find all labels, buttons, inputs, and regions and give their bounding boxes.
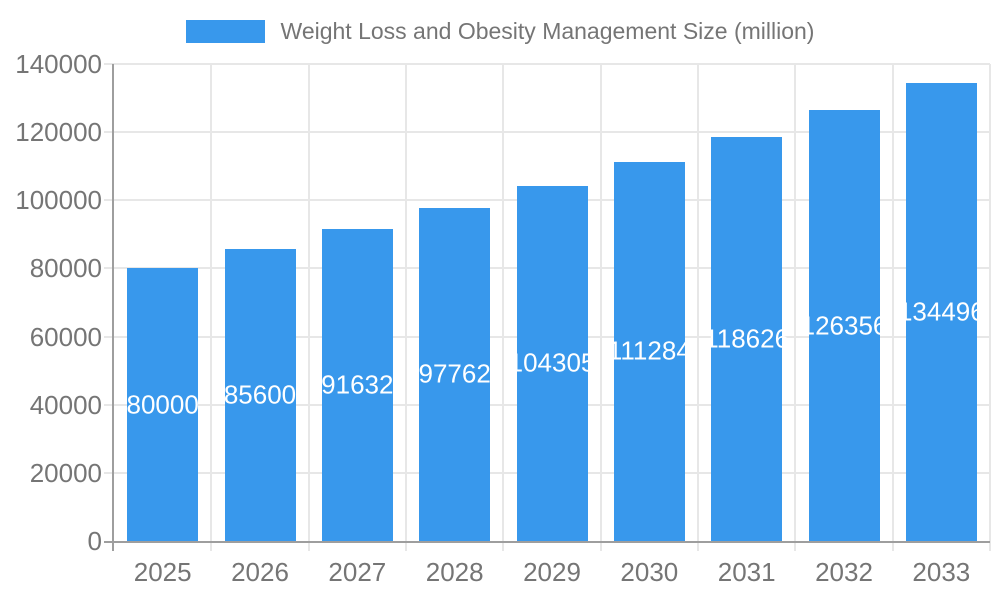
x-axis-tick <box>502 541 505 551</box>
x-tick-label-2030: 2030 <box>620 557 679 587</box>
x-tick-label-2029: 2029 <box>523 557 581 587</box>
x-axis-tick <box>405 541 407 551</box>
x-gridline <box>891 64 894 541</box>
x-axis-tick <box>891 541 894 551</box>
x-gridline <box>599 64 602 541</box>
x-tick-label-2033: 2033 <box>912 557 971 587</box>
y-gridline <box>114 131 990 134</box>
y-tick-label: 0 <box>87 526 102 556</box>
bar-2028[interactable] <box>419 207 491 541</box>
bar-2025[interactable] <box>127 268 199 541</box>
x-axis-tick <box>697 541 699 551</box>
y-axis-tick <box>104 335 114 338</box>
bar-2030[interactable] <box>613 161 685 541</box>
y-axis-tick <box>104 403 114 406</box>
x-tick-label-2026: 2026 <box>231 557 289 587</box>
bar-2032[interactable] <box>808 110 880 541</box>
y-tick-label: 40000 <box>29 389 102 420</box>
chart-legend[interactable]: Weight Loss and Obesity Management Size … <box>0 18 1000 45</box>
y-axis-tick <box>104 63 114 65</box>
x-axis-tick <box>210 541 213 551</box>
y-tick-label: 20000 <box>29 457 102 488</box>
x-gridline <box>697 64 699 541</box>
y-tick-label: 140000 <box>15 49 102 79</box>
bar-2026[interactable] <box>224 249 296 541</box>
x-axis-line <box>104 541 990 543</box>
y-axis-tick <box>104 471 114 474</box>
x-axis-tick <box>599 541 602 551</box>
x-axis-tick <box>307 541 310 551</box>
x-gridline <box>210 64 213 541</box>
x-tick-label-2032: 2032 <box>815 557 873 587</box>
y-gridline <box>114 63 990 65</box>
x-gridline <box>794 64 797 541</box>
x-tick-label-2027: 2027 <box>328 557 387 587</box>
x-tick-label-2028: 2028 <box>425 557 484 587</box>
y-tick-label: 60000 <box>29 321 102 352</box>
y-tick-label: 120000 <box>15 117 102 148</box>
y-axis-line <box>112 64 114 551</box>
y-axis-tick <box>104 199 114 202</box>
x-axis-tick <box>989 541 991 551</box>
x-gridline <box>502 64 505 541</box>
x-axis-tick <box>794 541 797 551</box>
y-tick-label: 80000 <box>29 253 102 284</box>
x-tick-label-2025: 2025 <box>133 557 192 587</box>
x-tick-label-2031: 2031 <box>717 557 776 587</box>
bar-2027[interactable] <box>321 228 393 541</box>
bar-2031[interactable] <box>711 136 783 541</box>
y-axis-tick <box>104 131 114 134</box>
legend-label: Weight Loss and Obesity Management Size … <box>280 18 815 44</box>
x-gridline <box>307 64 310 541</box>
bar-2029[interactable] <box>516 185 588 541</box>
x-gridline <box>989 64 991 541</box>
bar-2033[interactable] <box>905 82 977 541</box>
y-tick-label: 100000 <box>15 185 102 216</box>
legend-swatch <box>185 20 265 43</box>
x-gridline <box>405 64 407 541</box>
y-axis-tick <box>104 267 114 270</box>
